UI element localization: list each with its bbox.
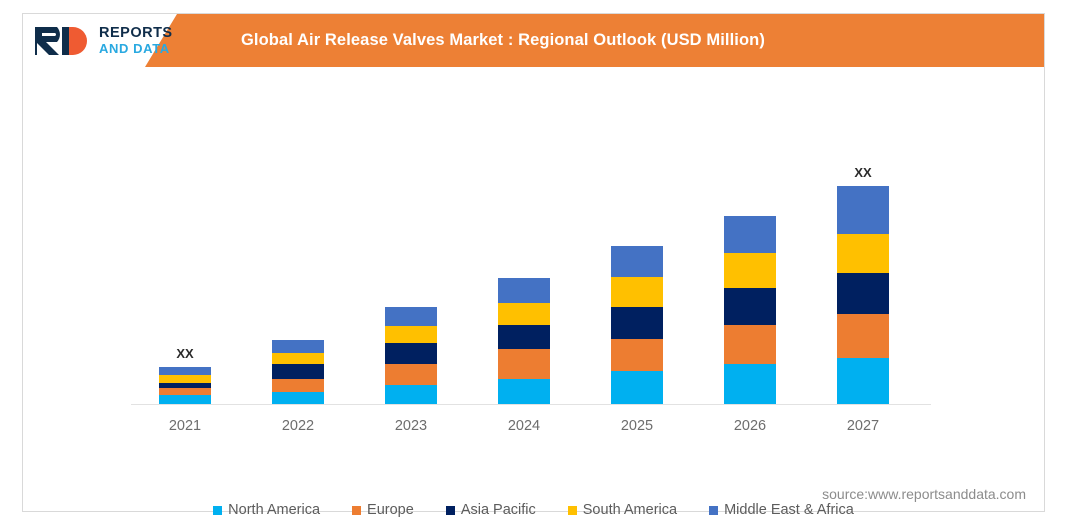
bar-segment-asia-pacific[interactable]	[159, 382, 211, 389]
legend-label-asia-pacific: Asia Pacific	[460, 502, 536, 518]
header-banner	[145, 14, 1044, 67]
bar-segment-south-america[interactable]	[724, 252, 776, 289]
legend-swatch-europe	[352, 505, 362, 515]
bar-stack	[272, 339, 324, 404]
bar-stack	[498, 277, 550, 404]
logo-line-reports: REPORTS	[99, 25, 173, 41]
bar-segment-south-america[interactable]	[159, 375, 211, 383]
bar-segment-south-america[interactable]	[837, 234, 889, 274]
logo-wordmark: REPORTS AND DATA	[99, 25, 173, 56]
bar-segment-south-america[interactable]	[272, 353, 324, 365]
bar-segment-south-america[interactable]	[498, 302, 550, 325]
x-axis-tick-2021: 2021	[168, 418, 202, 434]
bar-value-label-2021: XX	[176, 345, 194, 361]
bar-segment-middle-east-africa[interactable]	[272, 339, 324, 354]
bar-segment-north-america[interactable]	[837, 358, 889, 404]
bar-segment-middle-east-africa[interactable]	[611, 246, 663, 278]
legend-swatch-south-america	[567, 505, 577, 515]
x-axis-line	[131, 404, 931, 405]
x-axis-tick-2027: 2027	[846, 418, 880, 434]
bar-segment-europe[interactable]	[724, 324, 776, 365]
bar-segment-asia-pacific[interactable]	[837, 273, 889, 315]
bar-segment-europe[interactable]	[385, 364, 437, 385]
bar-segment-middle-east-africa[interactable]	[724, 216, 776, 253]
bar-segment-asia-pacific[interactable]	[385, 342, 437, 365]
chart-plot-area: XX 2021 2022 2023 2024 2025 2026 XX 2027 North A…	[23, 67, 1044, 518]
legend-label-south-america: South America	[582, 502, 678, 518]
legend-swatch-middle-east-africa	[709, 505, 719, 515]
legend-label-middle-east-africa: Middle East & Africa	[724, 502, 854, 518]
bar-stack	[159, 366, 211, 404]
bar-stack	[837, 185, 889, 404]
bar-stack	[611, 246, 663, 404]
bar-segment-north-america[interactable]	[498, 378, 550, 404]
x-axis-tick-2022: 2022	[281, 418, 315, 434]
bar-stack	[724, 216, 776, 404]
source-attribution: source:www.reportsanddata.com	[822, 486, 1026, 502]
bar-segment-europe[interactable]	[159, 388, 211, 396]
bar-segment-north-america[interactable]	[611, 370, 663, 404]
bar-stack	[385, 307, 437, 404]
logo-line-and-data: AND DATA	[99, 41, 170, 56]
bar-segment-europe[interactable]	[837, 314, 889, 358]
bar-segment-middle-east-africa[interactable]	[498, 277, 550, 303]
page-title: Global Air Release Valves Market : Regio…	[241, 31, 765, 49]
bar-segment-north-america[interactable]	[159, 395, 211, 404]
reports-and-data-logo-icon	[35, 27, 87, 55]
x-axis-tick-2023: 2023	[394, 418, 428, 434]
bar-value-label-2027: XX	[854, 164, 872, 180]
x-axis-tick-2026: 2026	[733, 418, 767, 434]
legend-item-north-america[interactable]: North America	[213, 502, 320, 518]
legend-swatch-asia-pacific	[445, 505, 455, 515]
bar-segment-middle-east-africa[interactable]	[159, 366, 211, 376]
chart-header: Global Air Release Valves Market : Regio…	[23, 14, 1044, 67]
bar-segment-middle-east-africa[interactable]	[385, 307, 437, 327]
bar-segment-south-america[interactable]	[611, 277, 663, 308]
chart-legend: North America Europe Asia Pacific South Ame…	[23, 502, 1044, 518]
bar-segment-asia-pacific[interactable]	[611, 307, 663, 339]
legend-item-south-america[interactable]: South America	[567, 502, 678, 518]
bar-segment-asia-pacific[interactable]	[724, 288, 776, 325]
bar-segment-asia-pacific[interactable]	[498, 324, 550, 349]
bar-segment-north-america[interactable]	[272, 392, 324, 404]
bar-segment-south-america[interactable]	[385, 326, 437, 343]
bar-segment-asia-pacific[interactable]	[272, 364, 324, 379]
brand-logo: REPORTS AND DATA	[33, 23, 173, 61]
legend-item-middle-east-africa[interactable]: Middle East & Africa	[709, 502, 854, 518]
legend-item-europe[interactable]: Europe	[352, 502, 414, 518]
bar-segment-middle-east-africa[interactable]	[837, 185, 889, 235]
bar-segment-europe[interactable]	[498, 348, 550, 379]
legend-label-europe: Europe	[367, 502, 414, 518]
bar-segment-north-america[interactable]	[385, 384, 437, 404]
bar-segment-europe[interactable]	[272, 378, 324, 393]
bar-segment-north-america[interactable]	[724, 364, 776, 404]
chart-card: Global Air Release Valves Market : Regio…	[22, 13, 1045, 518]
x-axis-tick-2024: 2024	[507, 418, 541, 434]
legend-swatch-north-america	[213, 505, 223, 515]
legend-label-north-america: North America	[228, 502, 321, 518]
x-axis-tick-2025: 2025	[620, 418, 654, 434]
bar-segment-europe[interactable]	[611, 338, 663, 371]
legend-item-asia-pacific[interactable]: Asia Pacific	[445, 502, 536, 518]
